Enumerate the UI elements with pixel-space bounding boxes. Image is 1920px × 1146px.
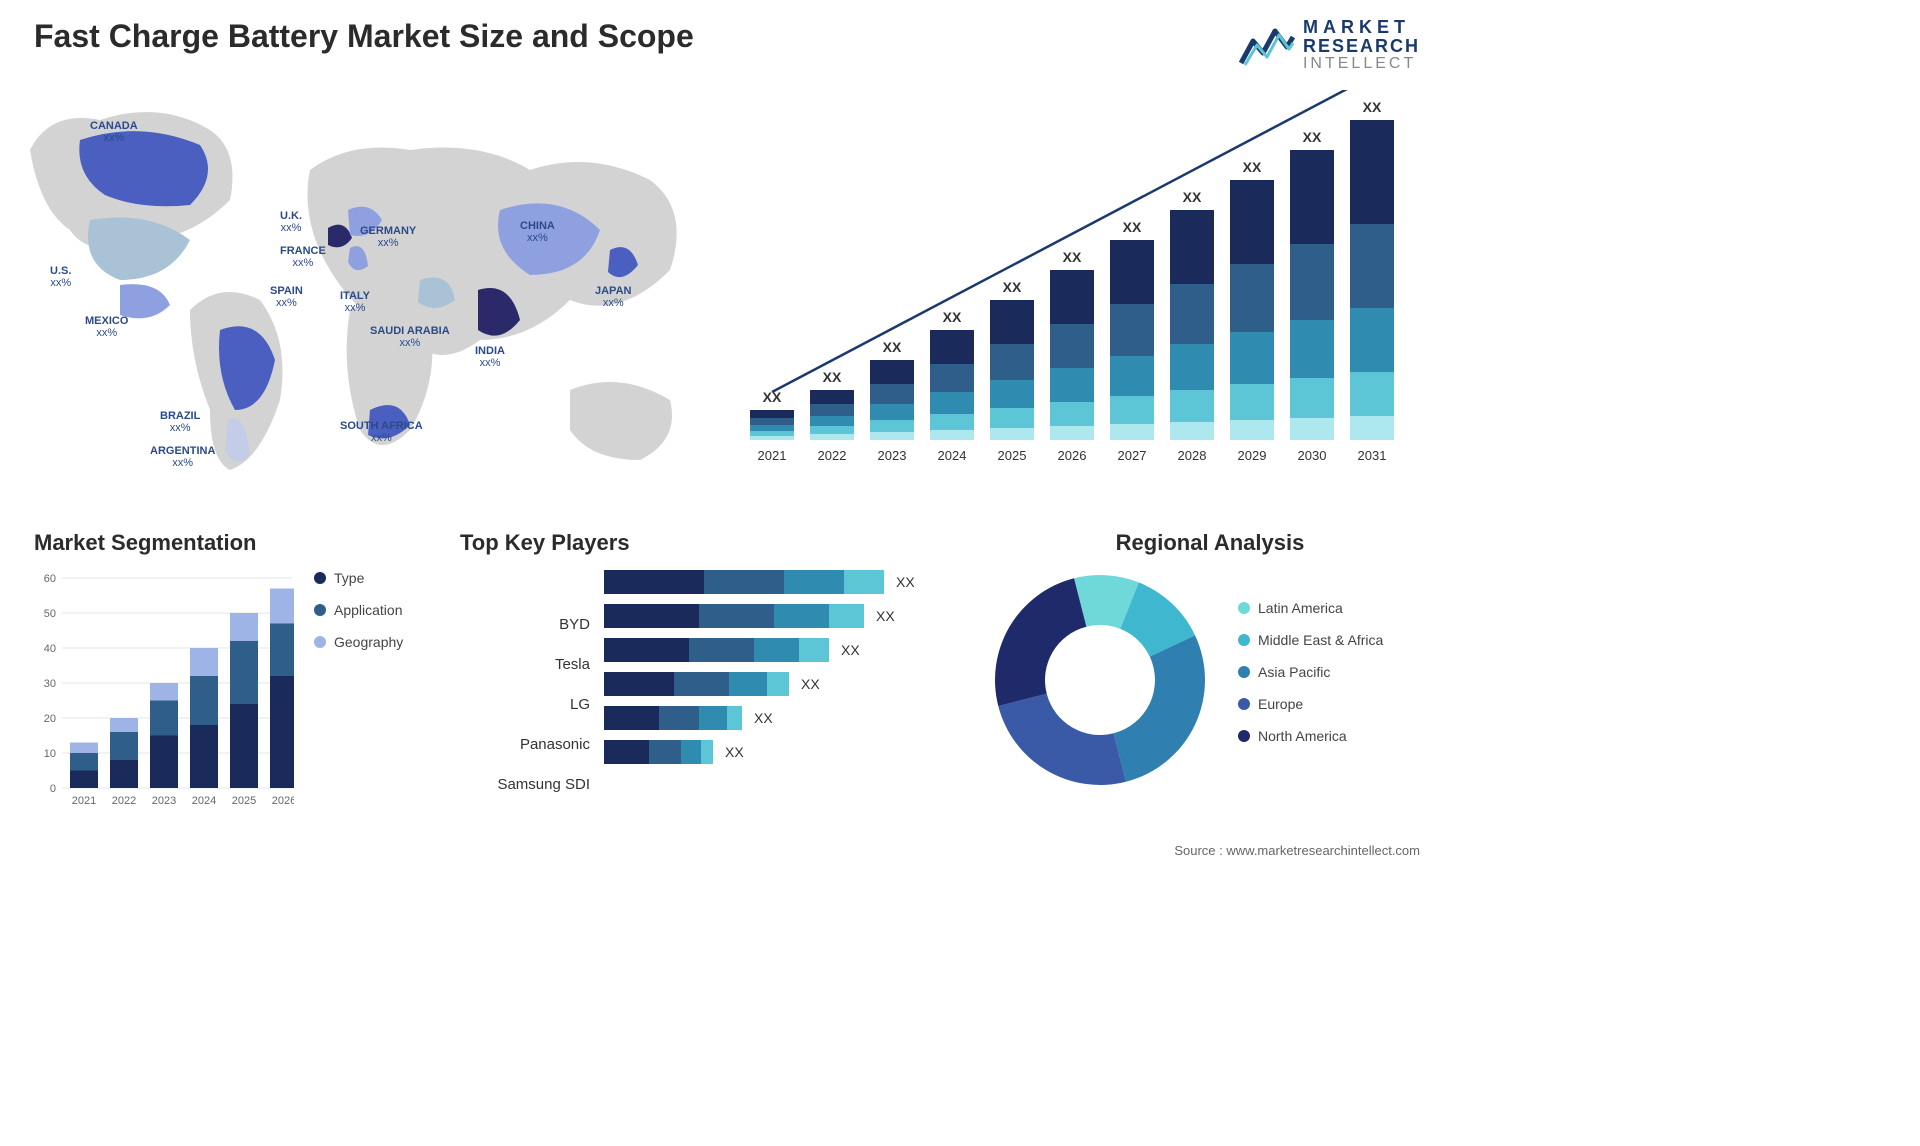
svg-text:2021: 2021 (72, 795, 96, 807)
svg-text:2026: 2026 (272, 795, 294, 807)
svg-text:60: 60 (44, 573, 56, 585)
svg-text:XX: XX (943, 309, 962, 325)
legend-item: Type (314, 570, 403, 586)
map-country-label: SPAINxx% (270, 285, 303, 309)
svg-text:XX: XX (1063, 249, 1082, 265)
svg-text:XX: XX (823, 369, 842, 385)
svg-text:2025: 2025 (998, 448, 1027, 463)
svg-text:XX: XX (1123, 219, 1142, 235)
player-bar-row: XX (604, 672, 915, 696)
logo-line2: RESEARCH (1303, 37, 1420, 56)
svg-text:2021: 2021 (758, 448, 787, 463)
player-bar-row: XX (604, 604, 915, 628)
legend-item: North America (1238, 728, 1383, 744)
key-players-panel: Top Key Players BYD Tesla LG Panasonic Samsu… (460, 530, 960, 800)
svg-text:2026: 2026 (1058, 448, 1087, 463)
segmentation-title: Market Segmentation (34, 530, 434, 556)
svg-text:50: 50 (44, 608, 56, 620)
svg-text:XX: XX (1303, 129, 1322, 145)
map-country-label: U.S.xx% (50, 265, 71, 289)
legend-item: Asia Pacific (1238, 664, 1383, 680)
map-country-label: SAUDI ARABIAxx% (370, 325, 450, 349)
svg-text:2022: 2022 (112, 795, 136, 807)
source-label: Source : www.marketresearchintellect.com (1174, 843, 1420, 858)
legend-item: Latin America (1238, 600, 1383, 616)
svg-text:2030: 2030 (1298, 448, 1327, 463)
svg-text:XX: XX (1183, 189, 1202, 205)
svg-text:40: 40 (44, 643, 56, 655)
map-country-label: CHINAxx% (520, 220, 555, 244)
brand-logo: MARKET RESEARCH INTELLECT (1239, 18, 1420, 73)
svg-text:2029: 2029 (1238, 448, 1267, 463)
map-country-label: JAPANxx% (595, 285, 631, 309)
regional-panel: Regional Analysis Latin America Middle Ea… (990, 530, 1430, 790)
svg-text:0: 0 (50, 783, 56, 795)
legend-item: Application (314, 602, 403, 618)
svg-text:10: 10 (44, 748, 56, 760)
svg-text:2024: 2024 (192, 795, 216, 807)
player-label: Panasonic (520, 736, 590, 760)
player-label: Samsung SDI (497, 776, 590, 800)
player-label: BYD (559, 616, 590, 640)
map-country-label: GERMANYxx% (360, 225, 416, 249)
player-bar-row: XX (604, 740, 915, 764)
map-country-label: SOUTH AFRICAxx% (340, 420, 423, 444)
svg-text:30: 30 (44, 678, 56, 690)
key-players-title: Top Key Players (460, 530, 960, 556)
logo-line1: MARKET (1303, 18, 1420, 37)
svg-text:2023: 2023 (152, 795, 176, 807)
legend-item: Middle East & Africa (1238, 632, 1383, 648)
logo-line3: INTELLECT (1303, 56, 1420, 73)
map-country-label: U.K.xx% (280, 210, 302, 234)
svg-text:2024: 2024 (938, 448, 967, 463)
regional-title: Regional Analysis (990, 530, 1430, 556)
svg-text:2028: 2028 (1178, 448, 1207, 463)
segmentation-panel: Market Segmentation 0 10 20 30 40 50 60 2021 202… (34, 530, 434, 810)
svg-text:2027: 2027 (1118, 448, 1147, 463)
player-label: LG (570, 696, 590, 720)
svg-text:20: 20 (44, 713, 56, 725)
regional-donut-chart (990, 570, 1210, 790)
svg-text:XX: XX (1363, 99, 1382, 115)
world-map: CANADAxx% U.S.xx% MEXICOxx% BRAZILxx% ARGENT… (10, 90, 730, 490)
page-title: Fast Charge Battery Market Size and Scop… (34, 18, 694, 55)
legend-item: Geography (314, 634, 403, 650)
logo-mark-icon (1239, 23, 1295, 67)
svg-text:2025: 2025 (232, 795, 256, 807)
map-country-label: BRAZILxx% (160, 410, 200, 434)
legend-item: Europe (1238, 696, 1383, 712)
svg-text:2023: 2023 (878, 448, 907, 463)
svg-text:XX: XX (883, 339, 902, 355)
map-country-label: CANADAxx% (90, 120, 138, 144)
forecast-bar-chart: XX 2021 XX 2022 XX 2023 XX 2024 XX 2025 XX 2026 XX 20… (740, 90, 1420, 480)
map-country-label: ITALYxx% (340, 290, 370, 314)
map-country-label: INDIAxx% (475, 345, 505, 369)
player-bar-row: XX (604, 570, 915, 594)
svg-text:XX: XX (1003, 279, 1022, 295)
svg-text:2022: 2022 (818, 448, 847, 463)
svg-text:XX: XX (763, 389, 782, 405)
svg-text:2031: 2031 (1358, 448, 1387, 463)
player-bar-row: XX (604, 706, 915, 730)
svg-text:XX: XX (1243, 159, 1262, 175)
map-country-label: FRANCExx% (280, 245, 326, 269)
map-country-label: MEXICOxx% (85, 315, 128, 339)
player-bar-row: XX (604, 638, 915, 662)
player-label: Tesla (555, 656, 590, 680)
map-country-label: ARGENTINAxx% (150, 445, 215, 469)
